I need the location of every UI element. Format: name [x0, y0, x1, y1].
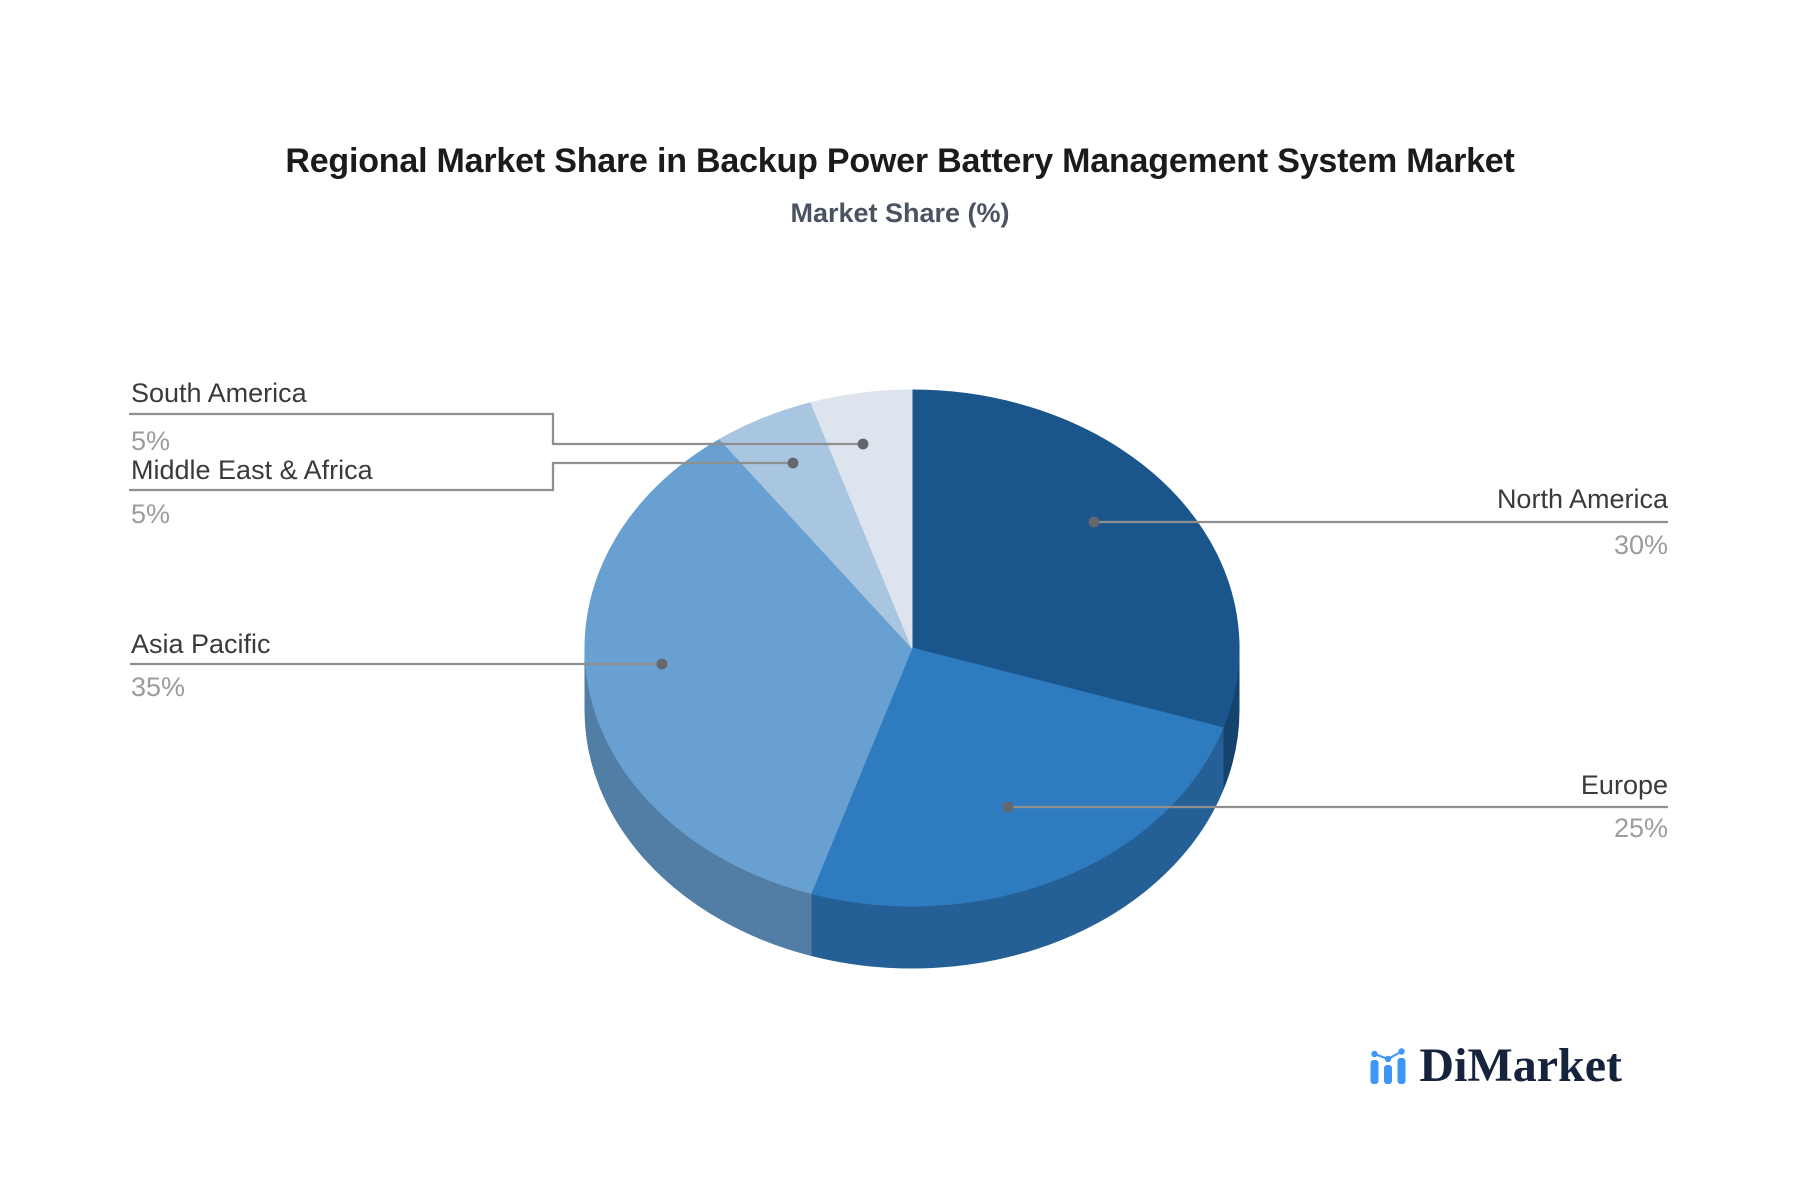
chart-title: Regional Market Share in Backup Power Ba…: [285, 142, 1515, 180]
brand-logo: DiMarket: [1368, 1042, 1622, 1090]
value-europe: 25%: [1613, 813, 1668, 843]
label-middle-east-africa: Middle East & Africa: [131, 455, 373, 485]
label-europe: Europe: [1580, 770, 1668, 800]
bar-line-chart-icon: [1370, 1048, 1406, 1084]
label-north-america: North America: [1496, 484, 1668, 514]
chart-subtitle: Market Share (%): [790, 198, 1010, 228]
value-middle-east-africa: 5%: [131, 499, 171, 529]
label-south-america: South America: [131, 378, 307, 408]
value-asia-pacific: 35%: [131, 672, 186, 702]
value-north-america: 30%: [1613, 530, 1668, 560]
label-asia-pacific: Asia Pacific: [131, 629, 271, 659]
value-south-america: 5%: [131, 426, 171, 456]
logo-text: DiMarket: [1419, 1039, 1622, 1092]
